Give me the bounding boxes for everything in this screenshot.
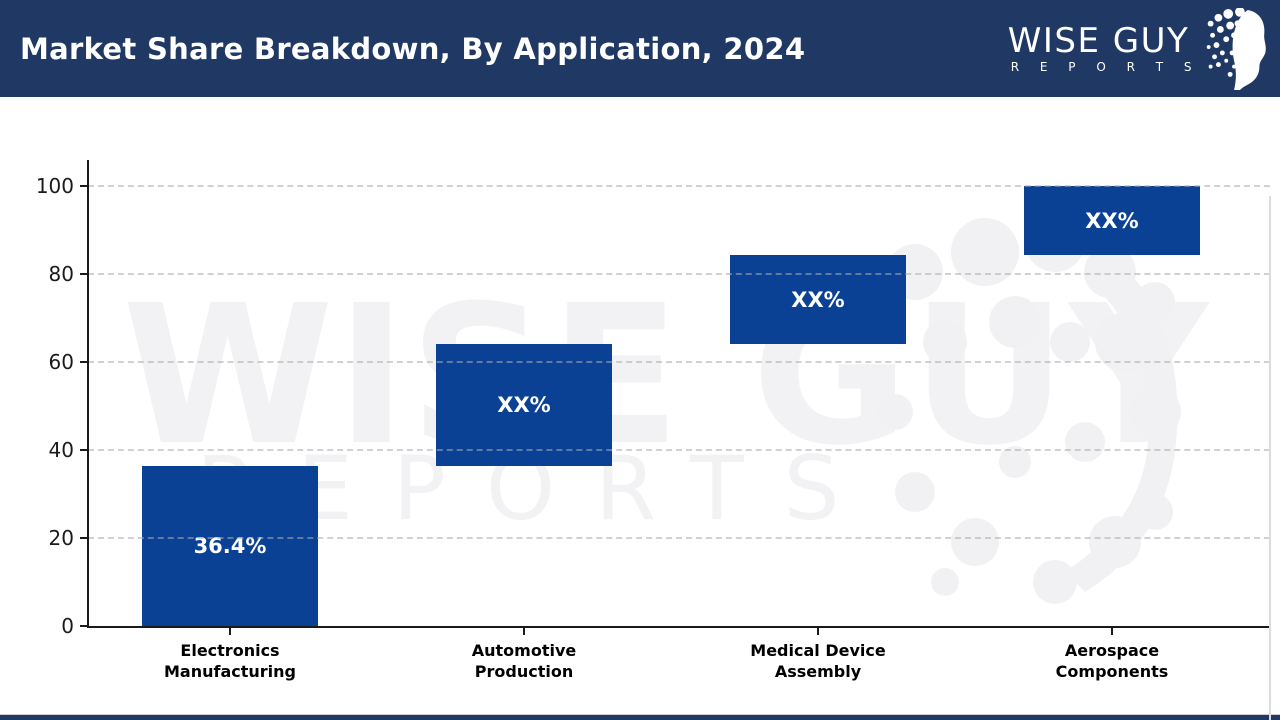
category-label: Automotive Production — [471, 641, 577, 681]
y-axis — [87, 160, 89, 628]
category-label: Medical Device Assembly — [750, 641, 886, 681]
x-tick-mark — [817, 628, 819, 635]
header: Market Share Breakdown, By Application, … — [0, 0, 1280, 97]
bar-value-label: XX% — [791, 287, 845, 312]
wiseguy-logo: WISE GUY R E P O R T S — [1007, 7, 1280, 90]
x-tick-mark — [1111, 628, 1113, 635]
gridline-20 — [88, 537, 1270, 539]
waterfall-bar: XX% — [730, 255, 906, 345]
chart-region: WISE GUY REPORTS 0 20 40 60 80 100 36.4% XX% XX%… — [0, 97, 1280, 720]
watermark-face-icon — [877, 212, 1181, 604]
bar-value-label: XX% — [1085, 208, 1139, 233]
y-tick-label: 100 — [35, 174, 74, 198]
gridline-60 — [88, 361, 1270, 363]
waterfall-bar: XX% — [436, 344, 612, 466]
page-title: Market Share Breakdown, By Application, … — [20, 31, 806, 66]
gridline-80 — [88, 273, 1270, 275]
y-tick-mark — [80, 361, 88, 363]
x-axis — [87, 626, 1270, 628]
category-label: Aerospace Components — [1055, 641, 1169, 681]
gridline-40 — [88, 449, 1270, 451]
y-tick-label: 20 — [48, 526, 74, 550]
y-tick-label: 0 — [61, 614, 74, 638]
logo-wordmark: WISE GUY — [1007, 21, 1190, 61]
y-tick-label: 80 — [48, 262, 74, 286]
footer-bar — [0, 715, 1280, 720]
logo-subtext: R E P O R T S — [1010, 60, 1200, 74]
waterfall-bar: 36.4% — [142, 465, 318, 626]
category-label: Electronics Manufacturing — [164, 641, 296, 681]
y-tick-mark — [80, 625, 88, 627]
bar-value-label: XX% — [497, 393, 551, 418]
y-tick-label: 40 — [48, 438, 74, 462]
logo-face-icon — [1206, 7, 1266, 90]
footer-hairline — [0, 714, 1280, 715]
y-tick-mark — [80, 537, 88, 539]
y-tick-label: 60 — [48, 350, 74, 374]
y-tick-mark — [80, 449, 88, 451]
gridline-100 — [88, 185, 1270, 187]
y-tick-mark — [80, 273, 88, 275]
x-tick-mark — [523, 628, 525, 635]
y-tick-mark — [80, 185, 88, 187]
x-tick-mark — [229, 628, 231, 635]
waterfall-bar: XX% — [1024, 186, 1200, 256]
plot-right-border — [1269, 196, 1271, 720]
